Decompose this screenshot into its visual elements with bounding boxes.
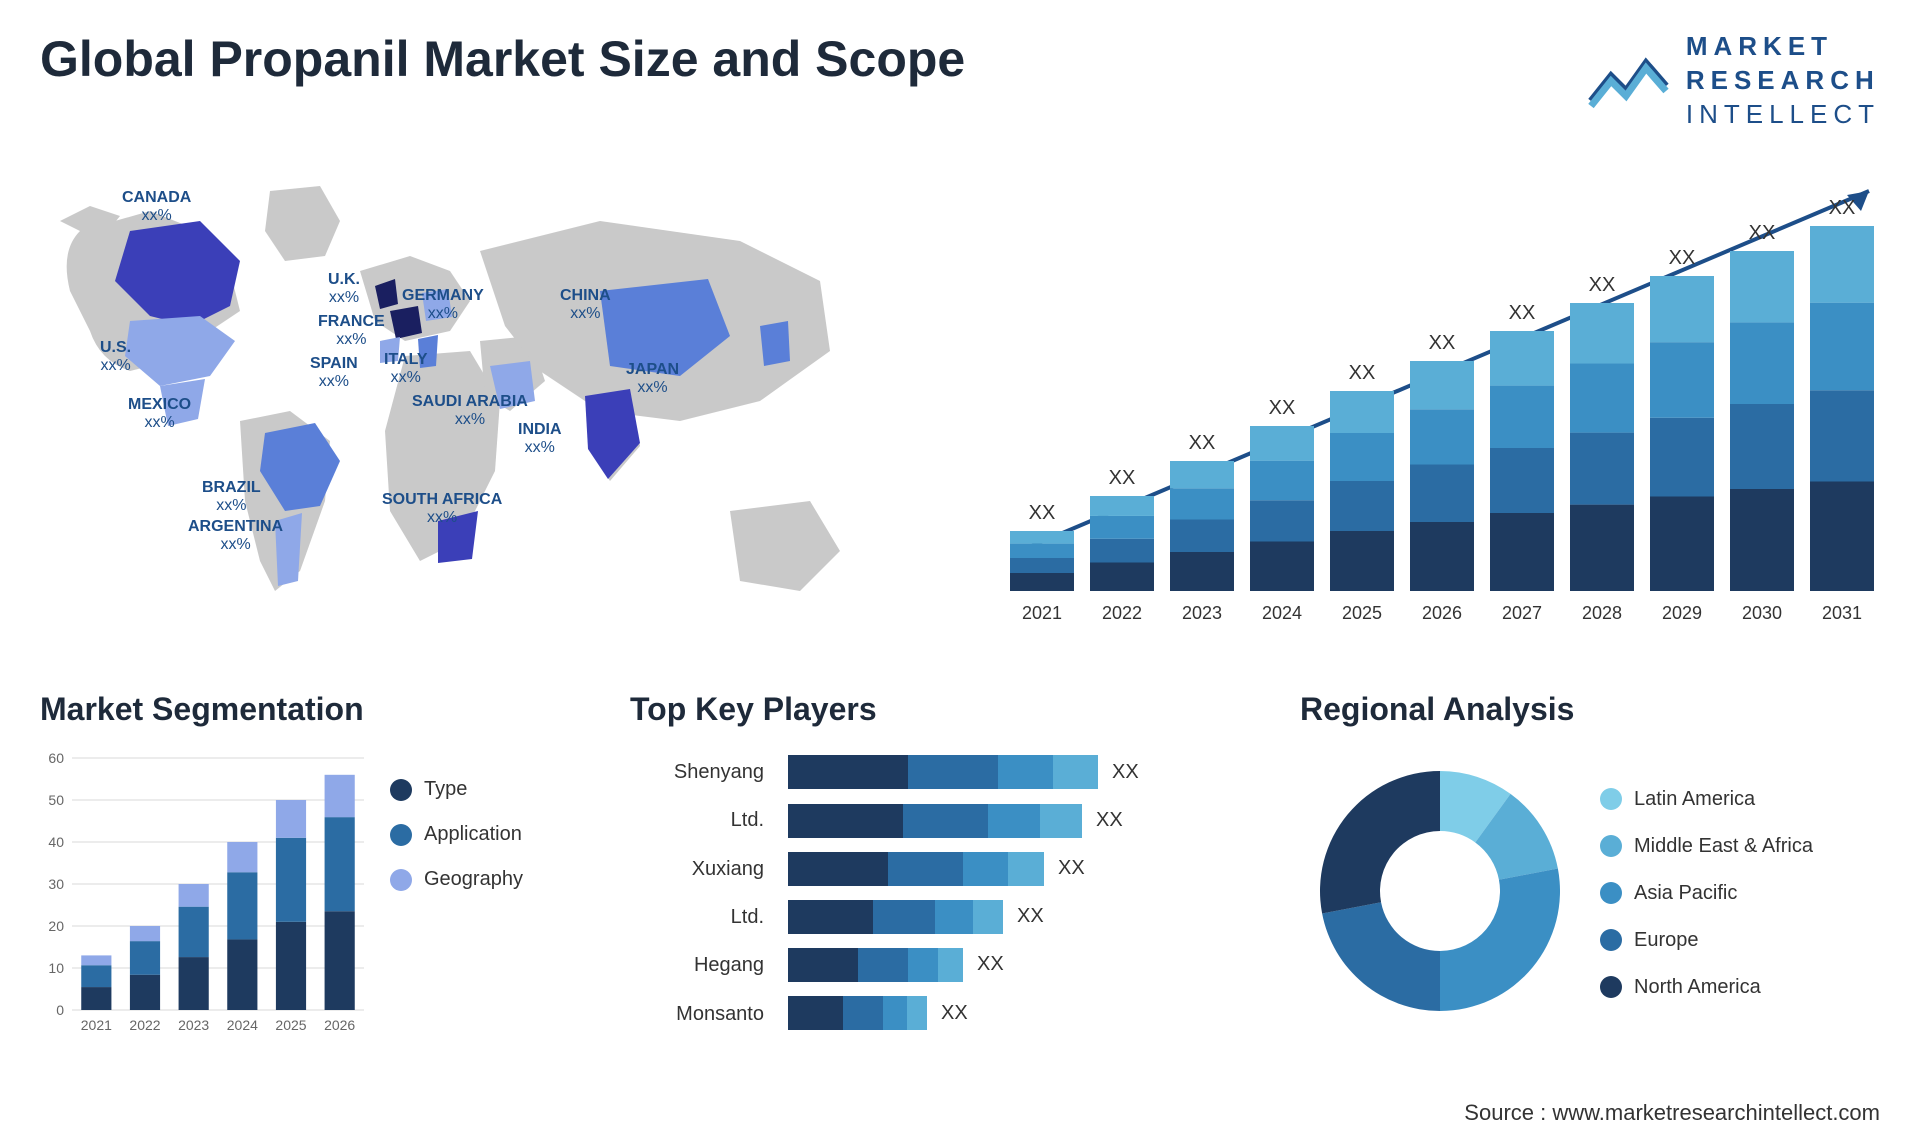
- map-label: FRANCExx%: [318, 313, 385, 348]
- legend-item: Latin America: [1600, 788, 1880, 811]
- key-player-row: XX: [788, 845, 1250, 893]
- svg-text:2030: 2030: [1742, 603, 1782, 623]
- map-label: SPAINxx%: [310, 355, 358, 390]
- svg-text:2028: 2028: [1582, 603, 1622, 623]
- world-map: CANADAxx% U.S.xx% MEXICOxx% BRAZILxx% ARGENT…: [40, 161, 920, 641]
- legend-item: Europe: [1600, 929, 1880, 952]
- key-player-value: XX: [977, 953, 1004, 976]
- svg-text:2026: 2026: [1422, 603, 1462, 623]
- map-label: CANADAxx%: [122, 189, 191, 224]
- svg-text:50: 50: [48, 792, 64, 808]
- legend-item: Geography: [390, 868, 580, 891]
- segmentation-chart-svg: 0 10 20 30 40 50 60 2021 2022 2023 2024 2025 2026: [40, 748, 370, 1038]
- regional-section: Regional Analysis Latin America Middle Ea…: [1300, 691, 1880, 1051]
- map-label: SAUDI ARABIAxx%: [412, 393, 528, 428]
- segmentation-title: Market Segmentation: [40, 691, 580, 728]
- svg-text:2021: 2021: [81, 1017, 112, 1033]
- key-player-row: XX: [788, 797, 1250, 845]
- key-player-name: Hegang: [630, 954, 764, 977]
- map-label: SOUTH AFRICAxx%: [382, 491, 502, 526]
- svg-text:XX: XX: [1669, 247, 1696, 269]
- map-label: U.S.xx%: [100, 339, 131, 374]
- key-player-name: Xuxiang: [630, 858, 764, 881]
- svg-text:2029: 2029: [1662, 603, 1702, 623]
- svg-text:30: 30: [48, 876, 64, 892]
- svg-text:2022: 2022: [1102, 603, 1142, 623]
- svg-text:2025: 2025: [275, 1017, 306, 1033]
- regional-title: Regional Analysis: [1300, 691, 1880, 728]
- svg-text:2024: 2024: [1262, 603, 1302, 623]
- key-player-value: XX: [1017, 905, 1044, 928]
- key-player-name: Shenyang: [630, 761, 764, 784]
- key-players-names: Shenyang Ltd. Xuxiang Ltd. Hegang Monsanto: [630, 748, 770, 1038]
- svg-text:XX: XX: [1749, 222, 1776, 244]
- svg-text:XX: XX: [1589, 274, 1616, 296]
- svg-text:XX: XX: [1189, 432, 1216, 454]
- svg-text:XX: XX: [1429, 332, 1456, 354]
- svg-text:XX: XX: [1269, 397, 1296, 419]
- key-player-row: XX: [788, 941, 1250, 989]
- key-player-value: XX: [1058, 857, 1085, 880]
- key-player-row: XX: [788, 989, 1250, 1037]
- logo-line1: MARKET: [1686, 30, 1880, 64]
- svg-text:10: 10: [48, 960, 64, 976]
- svg-text:2025: 2025: [1342, 603, 1382, 623]
- svg-text:2022: 2022: [129, 1017, 160, 1033]
- svg-text:2027: 2027: [1502, 603, 1542, 623]
- map-label: ITALYxx%: [384, 351, 428, 386]
- brand-logo: MARKET RESEARCH INTELLECT: [1586, 30, 1880, 131]
- key-players-title: Top Key Players: [630, 691, 1250, 728]
- logo-line3: INTELLECT: [1686, 98, 1880, 132]
- svg-text:XX: XX: [1509, 302, 1536, 324]
- legend-item: Type: [390, 778, 580, 801]
- svg-text:XX: XX: [1349, 362, 1376, 384]
- key-player-row: XX: [788, 893, 1250, 941]
- map-label: BRAZILxx%: [202, 479, 261, 514]
- svg-text:2026: 2026: [324, 1017, 355, 1033]
- svg-text:2023: 2023: [1182, 603, 1222, 623]
- svg-text:XX: XX: [1029, 502, 1056, 524]
- svg-text:40: 40: [48, 834, 64, 850]
- svg-text:XX: XX: [1109, 467, 1136, 489]
- regional-donut-svg: [1300, 751, 1580, 1031]
- map-label: INDIAxx%: [518, 421, 562, 456]
- logo-mark-icon: [1586, 51, 1674, 111]
- growth-chart: XX 2021 XX 2022 XX 2023 XX 2024 XX 2025 XX 2026 XX 20…: [980, 161, 1880, 641]
- key-player-name: Ltd.: [630, 906, 764, 929]
- key-player-name: Ltd.: [630, 809, 764, 832]
- svg-text:XX: XX: [1829, 197, 1856, 219]
- growth-chart-svg: XX 2021 XX 2022 XX 2023 XX 2024 XX 2025 XX 2026 XX 20…: [980, 161, 1880, 641]
- logo-line2: RESEARCH: [1686, 64, 1880, 98]
- legend-item: Asia Pacific: [1600, 882, 1880, 905]
- segmentation-section: Market Segmentation 0 10 20 30 40 50 60 2021 202…: [40, 691, 580, 1051]
- svg-text:2031: 2031: [1822, 603, 1862, 623]
- legend-item: Middle East & Africa: [1600, 835, 1880, 858]
- page-title: Global Propanil Market Size and Scope: [40, 30, 965, 88]
- regional-legend: Latin America Middle East & Africa Asia Pa…: [1600, 788, 1880, 999]
- map-label: MEXICOxx%: [128, 396, 191, 431]
- key-player-value: XX: [941, 1002, 968, 1025]
- key-players-section: Top Key Players Shenyang Ltd. Xuxiang Ltd. H…: [630, 691, 1250, 1051]
- map-label: CHINAxx%: [560, 287, 611, 322]
- map-label: ARGENTINAxx%: [188, 518, 283, 553]
- segmentation-legend: Type Application Geography: [390, 748, 580, 1038]
- key-players-bars: XX XX XX XX XX XX: [788, 748, 1250, 1038]
- map-label: JAPANxx%: [626, 361, 679, 396]
- source-attribution: Source : www.marketresearchintellect.com: [1464, 1100, 1880, 1126]
- svg-text:2023: 2023: [178, 1017, 209, 1033]
- key-player-name: Monsanto: [630, 1003, 764, 1026]
- legend-item: North America: [1600, 976, 1880, 999]
- key-player-row: XX: [788, 748, 1250, 796]
- svg-text:2024: 2024: [227, 1017, 258, 1033]
- svg-text:2021: 2021: [1022, 603, 1062, 623]
- legend-item: Application: [390, 823, 580, 846]
- key-player-value: XX: [1112, 761, 1139, 784]
- svg-text:0: 0: [56, 1002, 64, 1018]
- map-label: U.K.xx%: [328, 271, 360, 306]
- map-label: GERMANYxx%: [402, 287, 484, 322]
- svg-text:60: 60: [48, 750, 64, 766]
- key-player-value: XX: [1096, 809, 1123, 832]
- svg-text:20: 20: [48, 918, 64, 934]
